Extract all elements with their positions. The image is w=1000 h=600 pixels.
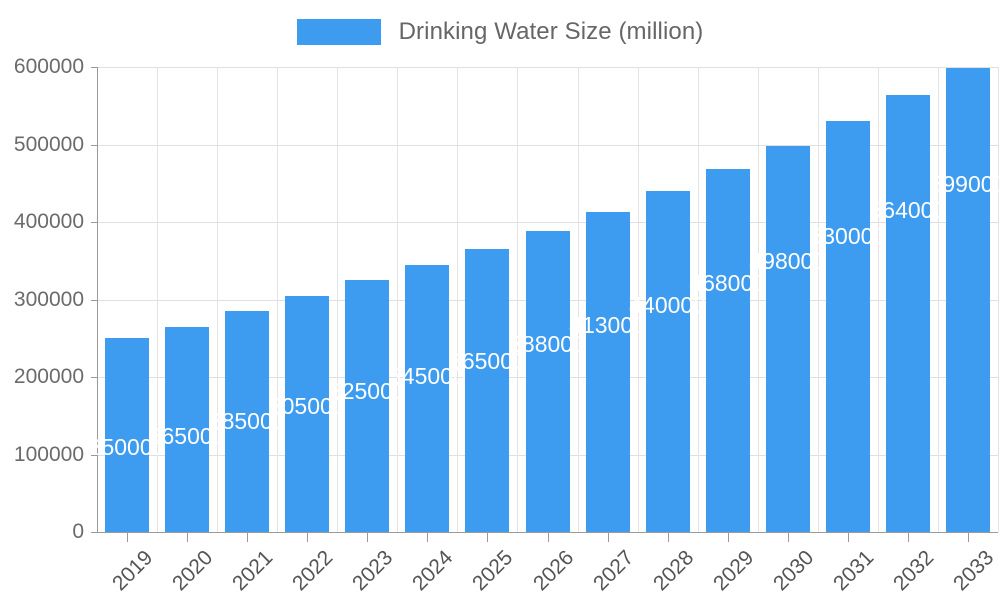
- bar-value-label: 388000: [509, 330, 586, 357]
- bar[interactable]: [105, 338, 150, 532]
- bar[interactable]: [585, 211, 630, 532]
- bar-value-label: 305000: [268, 393, 346, 420]
- y-axis-line: [97, 67, 98, 533]
- legend-label: Drinking Water Size (million): [398, 18, 704, 45]
- y-tick-mark: [91, 454, 97, 456]
- bar-value-label: 530000: [809, 223, 887, 250]
- x-tick-mark: [247, 533, 249, 542]
- y-tick-label: 0: [72, 520, 84, 543]
- bar[interactable]: [765, 146, 810, 532]
- x-tick-mark: [667, 533, 669, 542]
- y-tick-label: 200000: [13, 365, 84, 388]
- gridline-horizontal: [97, 222, 998, 223]
- plot-area: [97, 67, 998, 532]
- x-tick-mark: [187, 533, 189, 542]
- gridline-vertical: [698, 67, 699, 532]
- x-tick-mark: [847, 533, 849, 542]
- x-tick-mark: [967, 533, 969, 542]
- x-tick-mark: [127, 533, 129, 542]
- gridline-vertical: [578, 67, 579, 532]
- x-tick-mark: [787, 533, 789, 542]
- gridline-vertical: [217, 67, 218, 532]
- x-tick-mark: [907, 533, 909, 542]
- bar[interactable]: [945, 67, 990, 532]
- chart-legend: Drinking Water Size (million): [0, 12, 1000, 52]
- bar-value-label: 250000: [88, 434, 166, 461]
- bar[interactable]: [705, 169, 750, 532]
- x-axis-line: [97, 532, 998, 533]
- y-tick-label: 100000: [13, 442, 84, 466]
- legend-swatch-icon: [296, 19, 381, 45]
- gridline-vertical: [397, 67, 398, 532]
- bar[interactable]: [465, 249, 510, 532]
- bar-value-label: 413000: [569, 311, 646, 338]
- x-tick-mark: [727, 533, 729, 542]
- bar[interactable]: [405, 264, 450, 532]
- bar[interactable]: [825, 121, 870, 532]
- gridline-vertical: [517, 67, 518, 532]
- y-tick-mark: [91, 222, 97, 223]
- gridline-vertical: [277, 67, 278, 532]
- gridline-vertical: [337, 67, 338, 532]
- bar-value-label: 564000: [869, 197, 947, 224]
- x-tick-mark: [367, 533, 369, 542]
- y-tick-label: 300000: [13, 287, 84, 311]
- y-tick-mark: [91, 377, 97, 378]
- bar-value-label: 345000: [388, 363, 466, 390]
- bar-value-label: 599000: [929, 170, 1000, 197]
- bar-value-label: 365000: [449, 348, 526, 375]
- gridline-vertical: [878, 67, 879, 532]
- y-tick-label: 400000: [13, 210, 84, 233]
- x-tick-mark: [607, 533, 609, 542]
- x-tick-mark: [427, 533, 429, 542]
- gridline-vertical: [938, 67, 939, 532]
- y-tick-mark: [91, 67, 97, 68]
- x-tick-mark: [487, 533, 489, 542]
- bar[interactable]: [225, 311, 270, 532]
- gridline-vertical: [157, 67, 158, 532]
- gridline-vertical: [638, 67, 639, 532]
- y-tick-mark: [91, 144, 97, 146]
- bar[interactable]: [165, 326, 210, 532]
- bar-value-label: 468000: [689, 270, 767, 297]
- bar-value-label: 265000: [148, 423, 226, 450]
- bar-value-label: 498000: [749, 247, 827, 274]
- y-tick-label: 600000: [13, 55, 84, 78]
- bar[interactable]: [645, 191, 690, 532]
- bar-value-label: 325000: [328, 378, 406, 405]
- bar[interactable]: [885, 94, 930, 532]
- x-tick-mark: [547, 533, 549, 542]
- gridline-vertical: [457, 67, 458, 532]
- gridline-vertical: [998, 67, 999, 532]
- x-tick-mark: [307, 533, 309, 542]
- bar[interactable]: [345, 280, 390, 532]
- gridline-horizontal: [97, 144, 998, 146]
- bar[interactable]: [285, 295, 330, 532]
- gridline-horizontal: [97, 67, 998, 68]
- y-tick-mark: [91, 299, 97, 301]
- gridline-vertical: [758, 67, 759, 532]
- y-tick-mark: [91, 532, 97, 533]
- gridline-vertical: [818, 67, 819, 532]
- bar[interactable]: [525, 231, 570, 532]
- bar-value-label: 440000: [629, 291, 706, 318]
- legend-item-drinking-water[interactable]: Drinking Water Size (million): [296, 18, 704, 46]
- bar-value-label: 285000: [208, 408, 286, 435]
- y-tick-label: 500000: [13, 132, 84, 156]
